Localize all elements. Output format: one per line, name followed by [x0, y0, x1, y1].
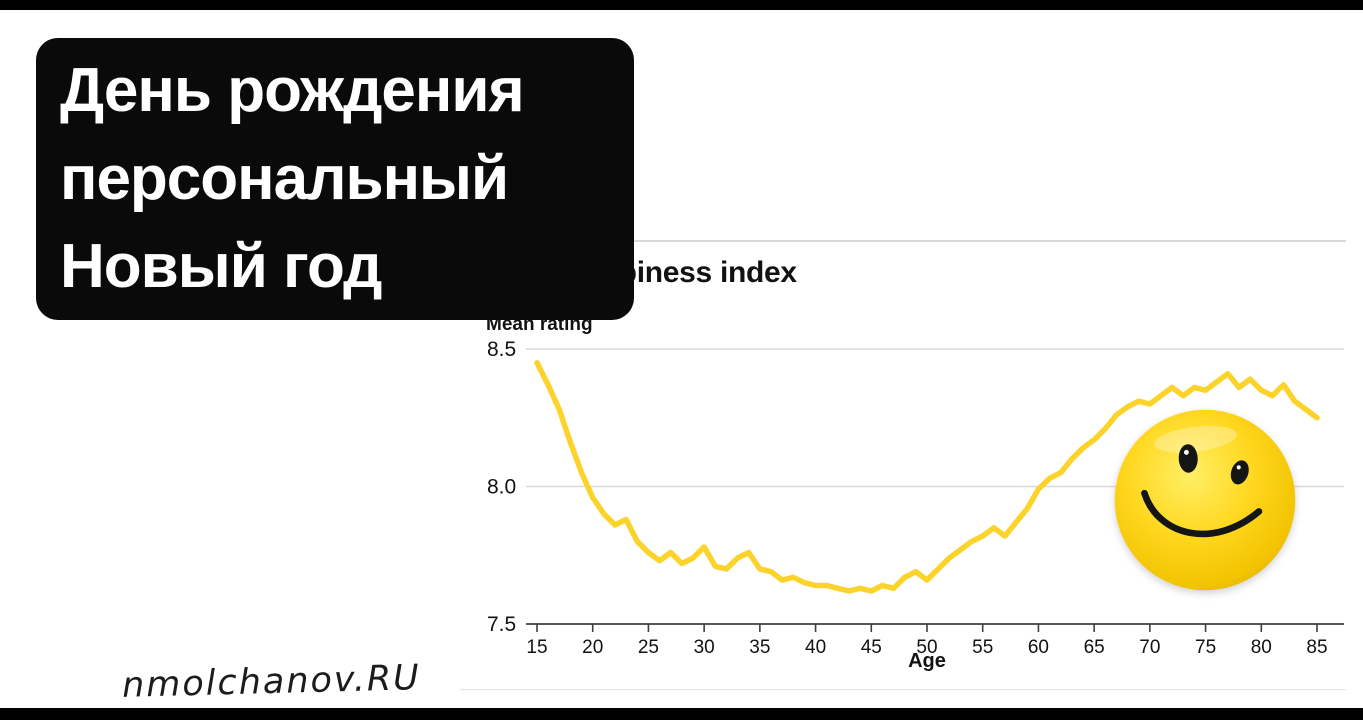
smiley-face-icon — [1110, 405, 1300, 595]
y-tick-label: 7.5 — [487, 613, 516, 636]
x-tick-label: 50 — [916, 637, 937, 658]
y-tick-label: 8.0 — [487, 476, 516, 499]
smiley-right-eye-glint — [1236, 465, 1241, 470]
x-tick-label: 60 — [1028, 637, 1049, 658]
bottom-black-bar — [0, 708, 1363, 720]
title-card: День рождения персональный Новый год — [36, 38, 634, 320]
title-line-3: Новый год — [60, 232, 382, 301]
title-line-2: персональный — [60, 144, 509, 213]
top-black-bar — [0, 0, 1363, 10]
x-tick-label: 35 — [749, 637, 770, 658]
happiness-line-plot: 7.5 8.0 8.5 15 20 25 30 35 40 45 50 55 60 65 70 75 80 85 — [487, 338, 1344, 658]
smiley-left-eye-glint — [1183, 449, 1189, 455]
x-tick-label: 45 — [861, 637, 882, 658]
x-tick-label: 20 — [582, 637, 603, 658]
x-tick-label: 30 — [694, 637, 715, 658]
x-tick-label: 25 — [638, 637, 659, 658]
x-tick-label: 80 — [1251, 637, 1272, 658]
smiley-left-eye — [1178, 444, 1198, 473]
x-tick-label: 65 — [1084, 637, 1105, 658]
smiley-highlight — [1153, 425, 1238, 453]
watermark-text: nmolchanov.RU — [121, 658, 422, 706]
happiness-line — [534, 360, 1320, 594]
smiley-mouth — [1141, 489, 1263, 538]
x-tick-label: 15 — [526, 637, 547, 658]
smiley-head — [1114, 409, 1296, 591]
x-tick-label: 70 — [1139, 637, 1160, 658]
chart-x-axis-label: Age — [908, 650, 946, 672]
x-tick-label: 40 — [805, 637, 826, 658]
smiley-right-eye — [1230, 460, 1249, 485]
x-tick-label: 75 — [1195, 637, 1216, 658]
age-happiness-chart: Age v happiness index Mean rating 7.5 8.0… — [460, 240, 1346, 690]
title-line-1: День рождения — [60, 56, 525, 125]
x-tick-label: 85 — [1306, 637, 1327, 658]
x-tick-label: 55 — [972, 637, 993, 658]
y-tick-label: 8.5 — [487, 338, 516, 361]
